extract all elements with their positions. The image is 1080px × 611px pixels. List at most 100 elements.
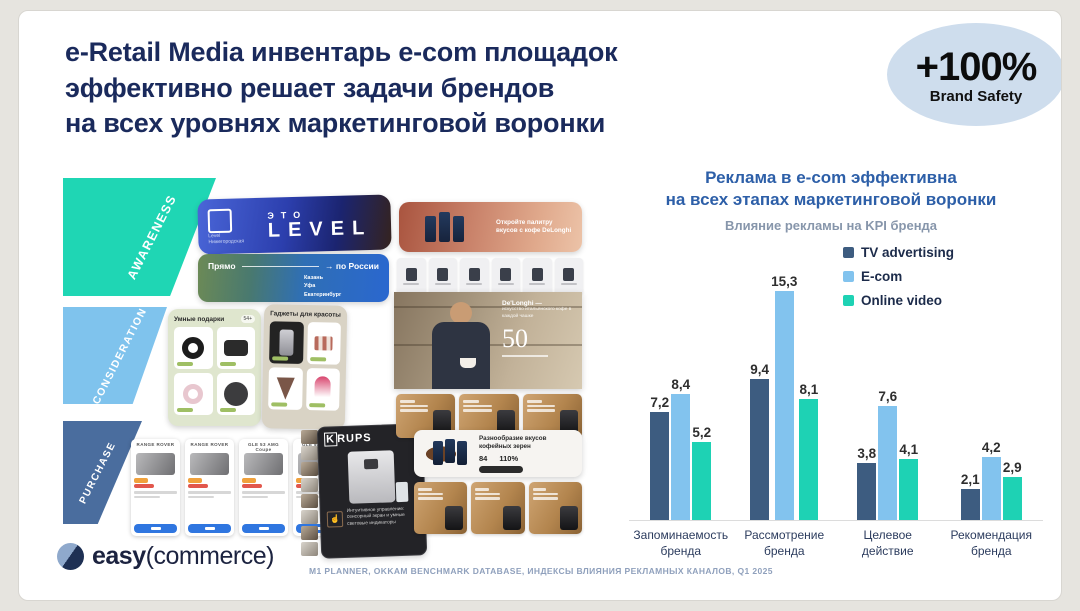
coffee-machine-icon [433,410,452,434]
promo-badge [242,484,262,488]
barista-sub-line: искусство итальянского кофе в каждой чаш… [502,307,572,319]
level-headline: LEVEL [267,216,373,242]
category-label-line [529,283,546,285]
bars: 3,8 7,6 4,1 [857,389,919,520]
slide: e-Retail Media инвентарь e-com площадок … [18,10,1062,601]
coffee-machine-card[interactable] [528,482,582,534]
product-tile[interactable] [306,322,341,365]
gifts-card-title: Умные подарки [174,315,225,323]
speaker-icon [223,382,248,406]
buy-button[interactable] [134,524,177,533]
ad-card-barista: De'Longhi — искусство итальянского кофе … [394,292,582,389]
chart-subtitle: Влияние рекламы на KPI бренда [724,217,938,233]
level-logo-sub: Нижегородская [208,237,245,245]
bar-wrap: 2,1 [960,472,980,520]
car-product-card[interactable]: RANGE ROVER [131,439,180,536]
bar-tv-advertising [960,488,980,520]
x-axis-label: Запоминаемость бренда [633,528,729,558]
chart-x-labels: Запоминаемость бренда Рассмотрение бренда Це… [629,528,1043,559]
legend-label: Online video [861,293,943,308]
thumbnail [301,430,318,444]
text-line [134,491,177,494]
funnel-stage-label: CONSIDERATION [90,305,150,406]
product-tile[interactable] [269,321,304,364]
price-badge [242,478,256,483]
product-tile[interactable] [268,367,303,410]
legend-label: TV advertising [861,245,955,260]
car-card-title: RANGE ROVER [136,442,175,447]
bars: 7,2 8,4 5,2 [650,377,712,520]
bar-wrap: 9,4 [750,362,770,520]
legend-item: TV advertising [843,245,954,260]
beauty-card-title: Гаджеты для красоты [270,310,341,319]
russia-title: Прямо [208,261,236,271]
promo-badge [188,484,208,488]
category-product-icon [563,268,575,281]
epilator-icon [314,376,332,403]
variety-button[interactable] [479,466,523,474]
logo-sphere-icon [57,543,84,570]
price-badge [134,478,148,483]
beauty-product-grid [268,321,341,411]
car-product-card[interactable]: RANGE ROVER [185,439,234,536]
car-card-title: GLE 53 AMG Coupe [247,442,280,452]
chart-header: Реклама в e-com эффективна на всех этапа… [621,167,1041,233]
car-card-title: RANGE ROVER [190,442,229,447]
category-tile[interactable] [523,258,552,295]
coffee-machine-card[interactable] [471,482,525,534]
car-product-card[interactable]: GLE 53 AMG Coupe [239,439,288,536]
buy-button[interactable] [188,524,231,533]
variety-stat-1: 84 [479,454,488,464]
x-axis-label: Целевое действие [861,528,914,558]
coffee-machine-card[interactable] [414,482,468,534]
funnel-stage-consideration: CONSIDERATION [63,307,167,404]
promo-badge [134,484,154,488]
touch-hand-icon: ☝ [326,510,344,528]
coffee-machine-icon [496,410,515,434]
russia-cities: Казань Уфа Екатеринбург [304,275,342,298]
cosmetics-icon [314,336,333,351]
legend-swatch [843,295,854,306]
product-tile[interactable] [305,368,340,411]
category-tile[interactable] [428,258,457,295]
thumbnail [301,478,318,492]
category-tile[interactable] [460,258,489,295]
x-axis-label: Рекомендация бренда [950,528,1032,558]
text-line [188,491,231,494]
text-line [242,495,268,498]
russia-destination: → по России [324,261,379,271]
category-product-icon [468,268,480,281]
coffee-machine-icon [502,506,521,530]
variety-stat-2: 110% [499,454,519,464]
bar-online-video [799,398,819,520]
category-tile[interactable] [554,258,583,295]
coffee-machine-icon [559,410,578,434]
product-tile[interactable] [174,327,213,369]
ad-banner-level: Level Нижегородская ЭТО LEVEL [197,194,392,255]
chart-title: Реклама в e-com эффективна на всех этапа… [665,168,997,209]
thumbnail [301,510,318,524]
bar-wrap: 7,2 [650,395,670,520]
badge-label: Brand Safety [929,87,1023,105]
product-tile[interactable] [216,373,255,415]
bar-value-label: 9,4 [750,362,769,377]
ad-banner-russia: Прямо → по России Казань Уфа Екатеринбург [198,254,389,302]
product-tile[interactable] [216,327,255,369]
page-title: e-Retail Media инвентарь e-com площадок … [65,35,705,142]
buy-button[interactable] [242,524,285,533]
bar-value-label: 5,2 [692,425,712,440]
bar-chart: 7,2 8,4 5,2 9,4 15,3 8,1 3,8 7,6 4,1 2,1 4,2 2,9 [629,271,1043,521]
category-product-icon [500,268,512,281]
category-label-line [434,283,451,285]
hairdryer-icon [276,377,295,400]
category-tile[interactable] [491,258,520,295]
level-logo-icon [207,208,233,233]
product-tile[interactable] [174,373,213,415]
car-image [136,453,175,475]
category-tile[interactable] [397,258,426,295]
bar-value-label: 4,1 [899,441,919,457]
thumbnail [301,494,318,508]
krups-caption: Интуитивное управление: сенсорный экран … [346,506,405,527]
thumbnail [301,446,318,460]
thumbnail [301,542,318,556]
